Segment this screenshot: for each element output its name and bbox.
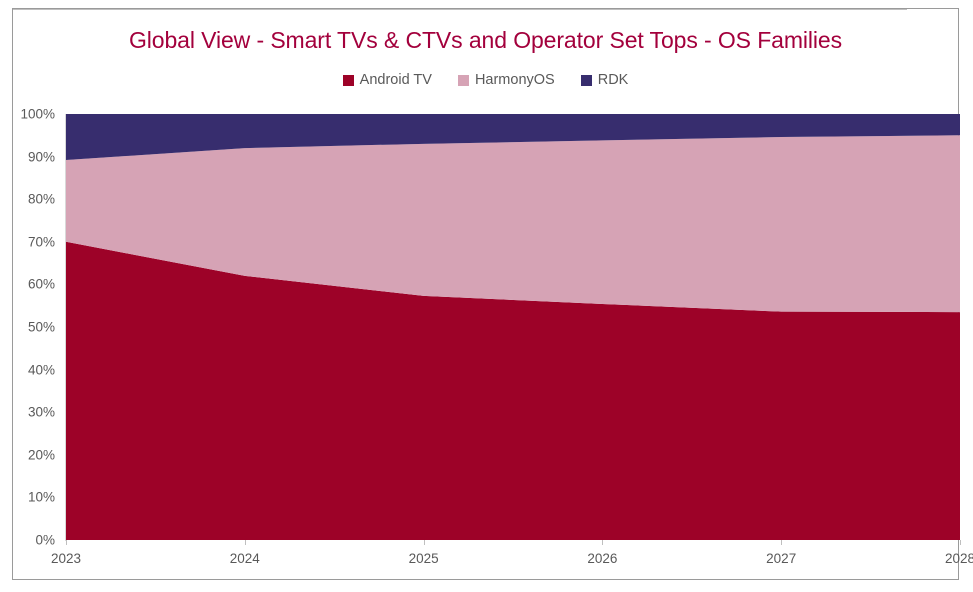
x-axis-tick-label: 2024 bbox=[229, 551, 260, 566]
x-axis-tick-mark bbox=[66, 540, 67, 545]
y-axis-tick-label: 0% bbox=[35, 532, 55, 548]
legend-swatch-android-tv bbox=[342, 74, 354, 86]
x-axis-tick-mark bbox=[423, 540, 425, 545]
area-series-android-tv bbox=[66, 241, 960, 540]
y-axis-tick-label: 90% bbox=[27, 149, 55, 165]
legend-label-harmonyos: HarmonyOS bbox=[474, 72, 555, 88]
x-axis-tick-mark bbox=[602, 540, 604, 545]
legend-item-rdk[interactable]: RDK bbox=[580, 72, 629, 88]
legend-swatch-harmonyos bbox=[457, 74, 469, 86]
x-axis-tick-label: 2028 bbox=[944, 551, 973, 566]
y-axis-tick-label: 50% bbox=[27, 319, 55, 335]
chart-title: Global View - Smart TVs & CTVs and Opera… bbox=[128, 27, 843, 53]
plot-area bbox=[66, 114, 960, 540]
x-axis-tick-label: 2023 bbox=[50, 551, 82, 566]
y-axis-tick-label: 30% bbox=[27, 404, 55, 420]
area-series-harmonyos bbox=[66, 135, 960, 313]
x-axis-tick-label: 2025 bbox=[408, 551, 439, 566]
stacked-area-plot bbox=[66, 114, 960, 540]
x-axis: 2023 2024 2025 2026 2027 2028 bbox=[51, 545, 973, 573]
y-axis-line bbox=[65, 114, 66, 541]
legend-label-rdk: RDK bbox=[597, 72, 629, 88]
y-axis-tick-label: 10% bbox=[27, 489, 55, 505]
legend-label-android-tv: Android TV bbox=[359, 72, 432, 88]
y-axis-tick-label: 60% bbox=[27, 276, 55, 292]
y-axis-tick-label: 80% bbox=[27, 191, 55, 207]
x-axis-tick-mark bbox=[781, 540, 783, 545]
legend-item-harmonyos[interactable]: HarmonyOS bbox=[457, 72, 555, 88]
y-axis-tick-label: 20% bbox=[27, 447, 55, 463]
chart-frame: Global View - Smart TVs & CTVs and Opera… bbox=[12, 8, 973, 580]
legend-swatch-rdk bbox=[580, 74, 592, 86]
area-series-rdk bbox=[66, 114, 960, 161]
y-axis-tick-label: 100% bbox=[20, 106, 55, 122]
y-axis-tick-label: 40% bbox=[27, 362, 55, 378]
chart-legend: Android TV HarmonyOS RDK bbox=[13, 72, 958, 88]
y-axis-tick-label: 70% bbox=[27, 234, 55, 250]
x-axis-tick-mark bbox=[244, 540, 246, 545]
x-axis-tick-label: 2027 bbox=[766, 551, 797, 566]
x-axis-line bbox=[13, 9, 907, 10]
legend-item-android-tv[interactable]: Android TV bbox=[342, 72, 432, 88]
x-axis-tick-mark bbox=[960, 540, 961, 545]
x-axis-tick-label: 2026 bbox=[587, 551, 618, 566]
y-axis: 0% 10% 20% 30% 40% 50% 60% 70% 80% 90% 100% bbox=[13, 107, 60, 548]
